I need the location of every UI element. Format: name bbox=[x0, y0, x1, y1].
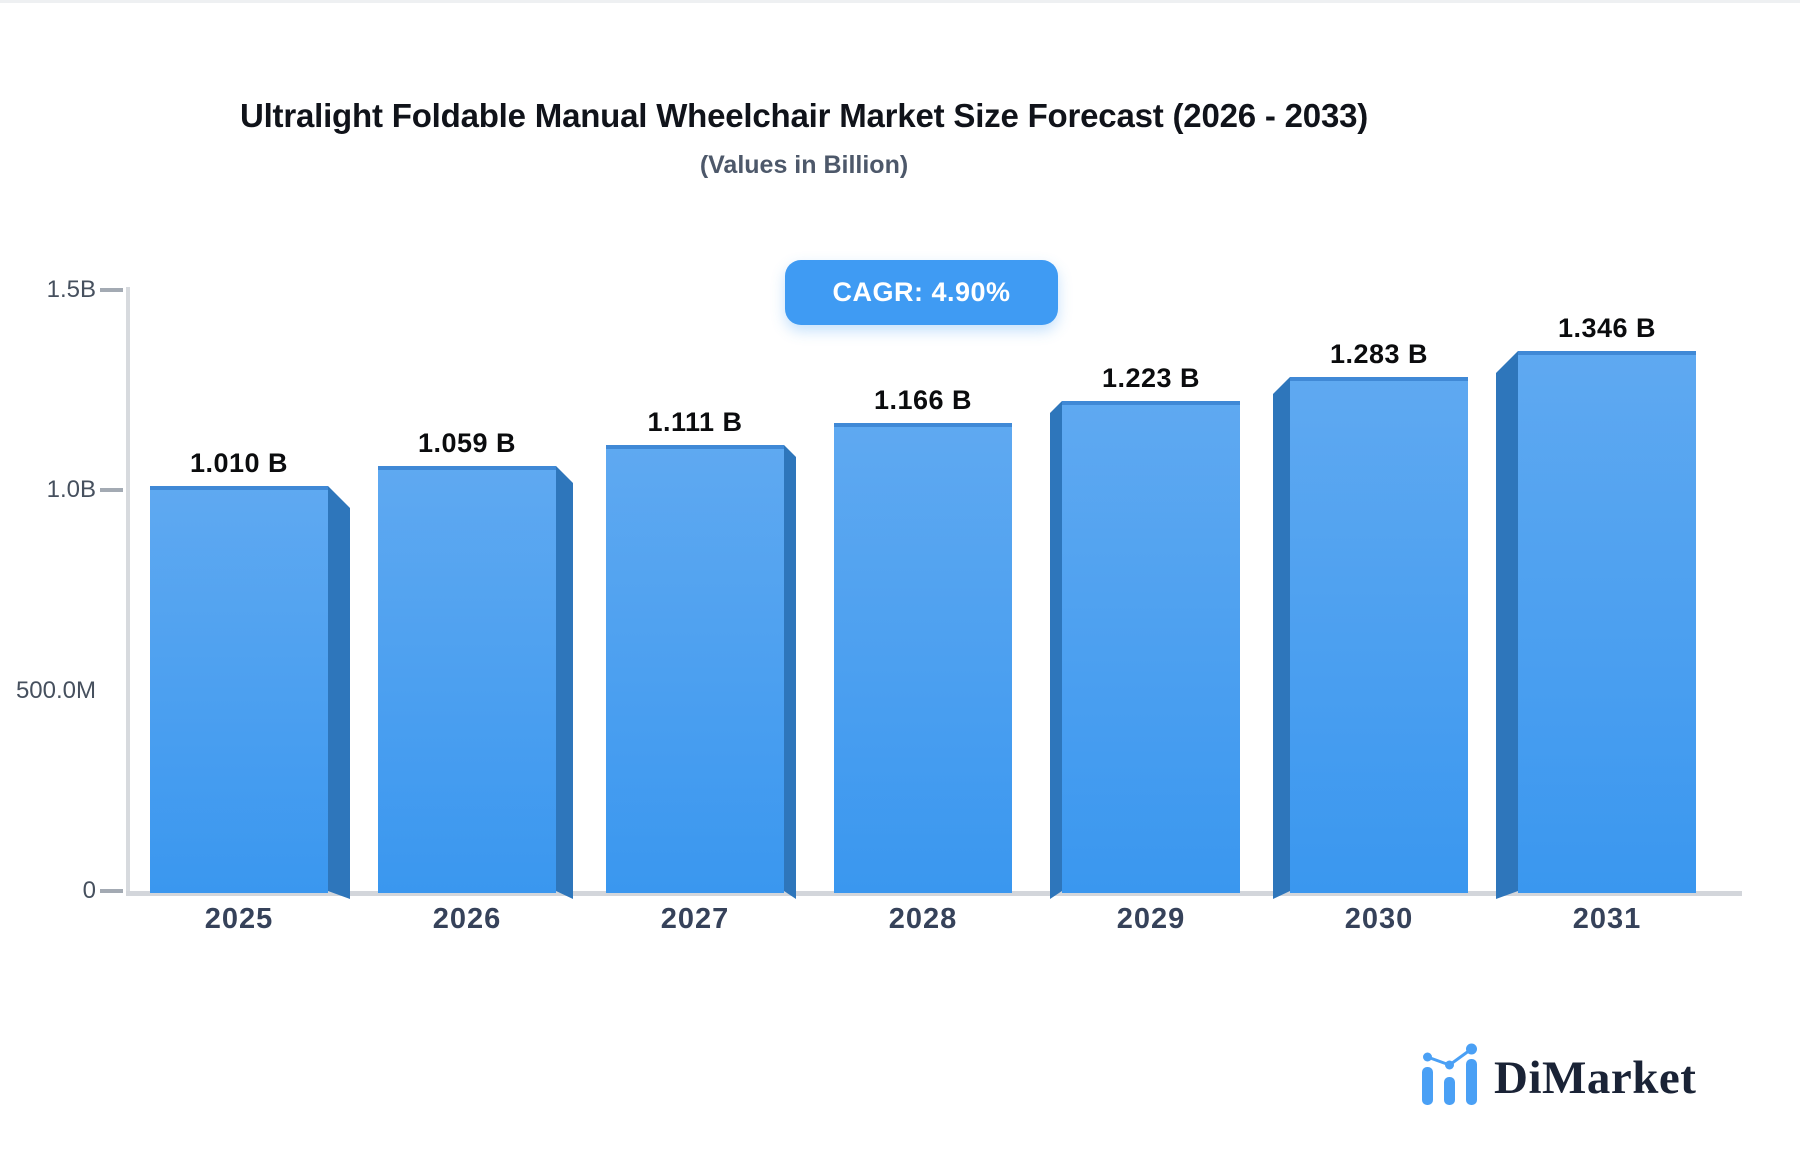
y-axis-tick bbox=[100, 287, 123, 292]
x-axis-label-2025: 2025 bbox=[204, 903, 274, 935]
bar-value-label-2031: 1.346 B bbox=[1557, 313, 1657, 343]
y-axis-label: 1.5B bbox=[46, 275, 96, 303]
cagr-badge-label: CAGR: 4.90% bbox=[832, 277, 1011, 307]
bar-2026 bbox=[378, 466, 556, 893]
bar-value-label-2028: 1.166 B bbox=[873, 385, 973, 415]
bar-value-label-2029: 1.223 B bbox=[1101, 363, 1201, 393]
bar-top-edge bbox=[150, 486, 328, 490]
bar-line-chart-icon bbox=[1420, 1043, 1482, 1112]
bar-value-label-2030: 1.283 B bbox=[1329, 339, 1429, 369]
logo: DiMarket bbox=[1420, 1043, 1696, 1112]
y-axis-label: 0 bbox=[82, 877, 96, 904]
bar-top-edge bbox=[1518, 351, 1696, 355]
bar-value-label-2027: 1.111 B bbox=[647, 407, 743, 437]
bar-value-label-2026: 1.059 B bbox=[417, 428, 517, 458]
bar-value-label-2025: 1.010 B bbox=[189, 448, 289, 478]
bar-bevel-2025 bbox=[328, 486, 350, 899]
bar-top-edge bbox=[606, 445, 784, 449]
bar-2030 bbox=[1290, 377, 1468, 893]
x-axis-label-2031: 2031 bbox=[1572, 903, 1642, 935]
bar-bevel-2030 bbox=[1273, 377, 1290, 899]
x-axis-line bbox=[126, 891, 1742, 896]
bar-bevel-2031 bbox=[1496, 351, 1518, 899]
bar-bevel-2026 bbox=[556, 466, 573, 899]
logo-text: DiMarket bbox=[1494, 1051, 1697, 1104]
bar-bevel-2027 bbox=[784, 445, 796, 899]
bar-top-edge bbox=[378, 466, 556, 470]
x-axis-label-2029: 2029 bbox=[1116, 903, 1186, 935]
page-subtitle: (Values in Billion) bbox=[699, 151, 909, 179]
bar-2025 bbox=[150, 486, 328, 893]
y-axis-label: 1.0B bbox=[46, 476, 96, 503]
y-axis-line bbox=[126, 287, 130, 896]
cagr-badge: CAGR: 4.90% bbox=[785, 260, 1058, 325]
x-axis-label-2027: 2027 bbox=[660, 903, 730, 935]
bar-2031 bbox=[1518, 351, 1696, 893]
bar-2027 bbox=[606, 445, 784, 893]
page-title: Ultralight Foldable Manual Wheelchair Ma… bbox=[239, 97, 1369, 134]
y-axis-label: 500.0M bbox=[15, 676, 96, 704]
bar-top-edge bbox=[1290, 377, 1468, 381]
x-axis-label-2026: 2026 bbox=[432, 903, 502, 935]
bar-top-edge bbox=[1062, 401, 1240, 405]
bar-2029 bbox=[1062, 401, 1240, 893]
bar-2028 bbox=[834, 423, 1012, 893]
x-axis-label-2030: 2030 bbox=[1344, 903, 1414, 935]
y-axis-tick bbox=[100, 488, 123, 492]
bar-bevel-2029 bbox=[1050, 401, 1062, 899]
x-axis-label-2028: 2028 bbox=[888, 903, 958, 935]
bar-top-edge bbox=[834, 423, 1012, 427]
y-axis-tick bbox=[100, 889, 123, 893]
